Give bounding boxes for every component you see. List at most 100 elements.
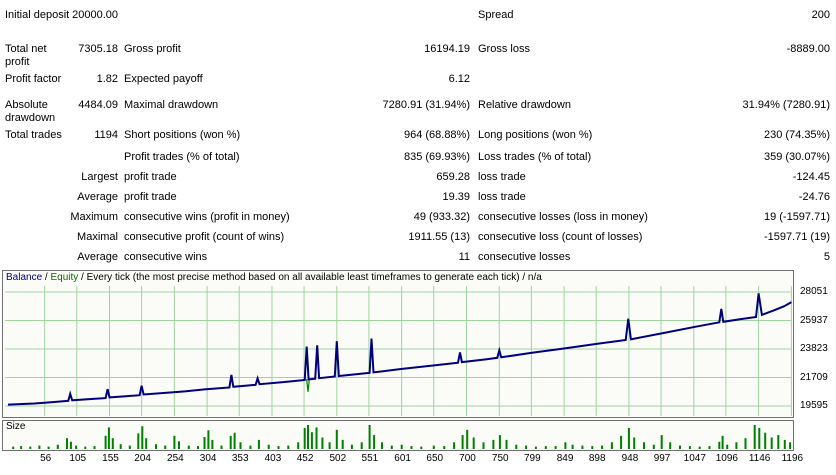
table-cell: Largest (81, 171, 118, 183)
table-cell: 964 (68.88%) (403, 129, 470, 141)
size-chart-plot (12, 425, 792, 449)
table-cell: -124.45 (792, 171, 830, 183)
strategy-tester-report: Initial deposit 20000.00 Spread 200 Total ne… (0, 6, 836, 465)
balance-chart-plot (5, 286, 792, 416)
x-axis-label: 898 (588, 453, 606, 464)
table-cell: 7280.91 (31.94%) (382, 99, 470, 111)
x-axis-label: 56 (40, 453, 52, 464)
table-row: Initial deposit 20000.00 Spread 200 (0, 6, 836, 40)
legend-separator: / (42, 272, 51, 283)
table-cell: Profit trades (% of total) (124, 151, 240, 163)
x-axis-label: 502 (329, 453, 347, 464)
table-cell: Total trades (5, 129, 62, 141)
report-table: Initial deposit 20000.00 Spread 200 Total ne… (0, 6, 836, 268)
y-axis-label: 19595 (800, 400, 828, 411)
x-axis-label: 551 (361, 453, 379, 464)
table-row: Profit trades (% of total) 835 (69.93%) Lo… (0, 148, 836, 168)
x-axis-labels: 56 105 155 204 254 304 353 403 452 502 551 601 650 70… (2, 451, 836, 465)
table-cell: Maximal (77, 231, 118, 243)
table-row: Absolute drawdown 4484.09 Maximal drawdown… (0, 96, 836, 126)
x-axis-label: 601 (394, 453, 411, 464)
x-axis-label: 700 (459, 453, 476, 464)
table-row: Largest profit trade 659.28 loss trade -124.… (0, 168, 836, 188)
table-cell: 359 (30.07%) (763, 151, 830, 163)
x-axis-label: 452 (296, 453, 314, 464)
y-axis-label: 25937 (800, 314, 828, 326)
table-cell: Relative drawdown (478, 99, 571, 111)
table-cell (0, 188, 70, 191)
table-cell (660, 70, 836, 73)
table-cell: 7305.18 (78, 43, 118, 55)
x-axis-label: 1096 (715, 453, 738, 464)
table-cell: -8889.00 (786, 43, 830, 55)
equity-legend-label: Equity (50, 272, 79, 283)
table-cell: 1.82 (96, 73, 118, 85)
table-cell (70, 148, 118, 151)
table-row: Average profit trade 19.39 loss trade -24.76 (0, 188, 836, 208)
table-cell: 835 (69.93%) (403, 151, 470, 163)
x-axis-label: 799 (524, 453, 541, 464)
table-cell: consecutive losses (loss in money) (478, 211, 648, 223)
table-cell: Expected payoff (124, 73, 203, 85)
table-row: Total trades 1194 Short positions (won %) 9… (0, 126, 836, 148)
table-row: Average consecutive wins 11 consecutive los… (0, 248, 836, 268)
table-cell: consecutive profit (count of wins) (124, 231, 285, 243)
x-axis-label: 155 (102, 453, 119, 464)
balance-legend-label: Balance (6, 272, 43, 283)
table-cell: 16194.19 (424, 43, 470, 55)
table-cell: Initial deposit (5, 9, 70, 21)
table-cell: Average (77, 251, 118, 263)
table-cell: Loss trades (% of total) (478, 151, 592, 163)
table-cell: Long positions (won %) (478, 129, 593, 141)
table-cell: 230 (74.35%) (763, 129, 830, 141)
table-cell (0, 248, 70, 251)
table-cell: Absolute drawdown (5, 99, 56, 124)
table-cell: consecutive losses (478, 251, 571, 263)
legend-method-text: / Every tick (the most precise method ba… (78, 272, 542, 283)
x-axis-label: 353 (231, 453, 249, 464)
table-cell: 11 (458, 251, 470, 263)
size-chart-label: Size (6, 421, 26, 432)
x-axis-label: 849 (556, 453, 574, 464)
x-axis-label: 750 (491, 453, 509, 464)
table-row: Maximum consecutive wins (profit in money… (0, 208, 836, 228)
table-cell: Average (77, 191, 118, 203)
x-axis-label: 997 (653, 453, 671, 464)
table-cell: Maximum (70, 211, 118, 223)
table-cell: Profit factor (5, 73, 62, 85)
table-cell: Spread (478, 9, 514, 21)
y-axis-label: 28051 (800, 286, 828, 297)
table-cell: Maximal drawdown (124, 99, 219, 111)
balance-chart: Balance / Equity / Every tick (the most … (2, 270, 794, 418)
table-cell: consecutive loss (count of losses) (478, 231, 643, 243)
table-cell (0, 148, 70, 151)
table-cell: loss trade (478, 171, 526, 183)
table-cell (470, 70, 660, 73)
table-cell: loss trade (478, 191, 526, 203)
x-axis-label: 1146 (748, 453, 771, 464)
x-axis-label: 403 (264, 453, 282, 464)
table-cell: 1194 (94, 129, 118, 141)
y-axis-label: 21709 (800, 371, 828, 383)
y-axis-label: 23823 (800, 343, 828, 354)
table-cell: 6.12 (448, 73, 470, 85)
table-cell: Gross loss (478, 43, 530, 55)
table-row: Profit factor 1.82 Expected payoff 6.12 (0, 70, 836, 96)
x-axis-label: 1047 (683, 453, 706, 464)
table-cell: profit trade (124, 191, 177, 203)
table-cell (0, 168, 70, 171)
table-cell: -1597.71 (19) (763, 231, 830, 243)
table-cell: 4484.09 (78, 99, 118, 111)
table-cell: Short positions (won %) (124, 129, 241, 141)
x-axis-label: 948 (621, 453, 639, 464)
table-cell (118, 6, 370, 9)
y-axis-labels: 28051 25937 23823 21709 19595 (800, 270, 836, 418)
table-cell: 200 (811, 9, 830, 21)
table-cell (370, 6, 470, 9)
chart-legend: Balance / Equity / Every tick (the most … (6, 272, 542, 283)
table-cell: -24.76 (798, 191, 830, 203)
x-axis-label: 304 (199, 453, 217, 464)
table-cell: 19 (-1597.71) (763, 211, 830, 223)
table-cell: 1911.55 (13) (408, 231, 470, 243)
size-chart: Size (2, 420, 794, 451)
